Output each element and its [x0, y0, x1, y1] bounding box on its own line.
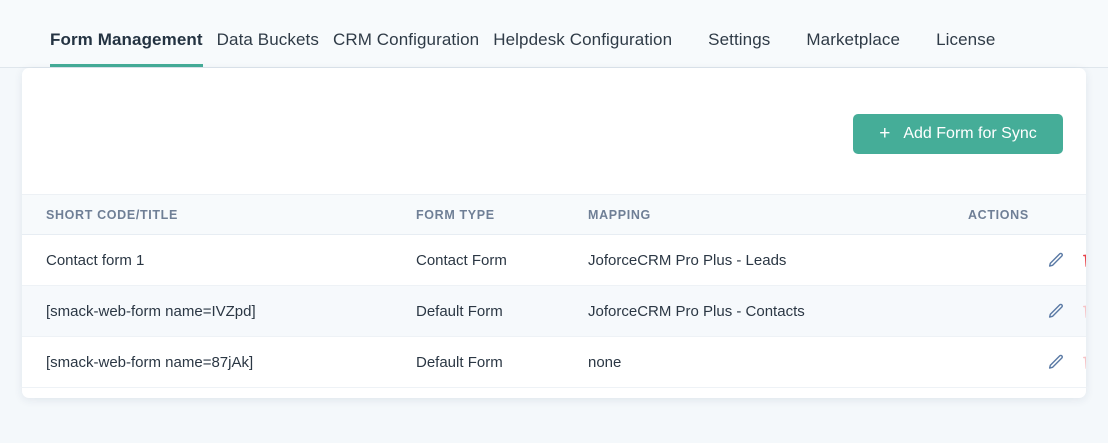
- forms-table: SHORT CODE/TITLE FORM TYPE MAPPING ACTIO…: [22, 194, 1086, 388]
- cell-actions: [968, 234, 1086, 286]
- tab-license[interactable]: License: [936, 30, 995, 67]
- tab-bar: Form Management Data Buckets CRM Configura…: [0, 0, 1108, 68]
- cell-form-type: Default Form: [416, 285, 588, 337]
- row-actions: [968, 352, 1086, 372]
- tab-label: CRM Configuration: [332, 30, 480, 49]
- column-header-mapping: MAPPING: [588, 194, 968, 235]
- tab-label: Form Management: [50, 30, 203, 49]
- table-row: [smack-web-form name=87jAk] Default Form n…: [22, 336, 1086, 388]
- cell-short-code: [smack-web-form name=87jAk]: [22, 336, 416, 388]
- tab-label: Settings: [708, 30, 771, 49]
- forms-table-header-row: SHORT CODE/TITLE FORM TYPE MAPPING ACTIO…: [22, 194, 1086, 235]
- cell-short-code: [smack-web-form name=IVZpd]: [22, 285, 416, 337]
- column-header-form-type: FORM TYPE: [416, 194, 588, 235]
- tab-label: License: [936, 30, 996, 49]
- row-actions: [968, 250, 1086, 270]
- tab-helpdesk-configuration[interactable]: Helpdesk Configuration: [493, 30, 672, 67]
- tab-label: Marketplace: [806, 30, 901, 49]
- tab-marketplace[interactable]: Marketplace: [806, 30, 900, 67]
- trash-icon[interactable]: [1081, 250, 1086, 270]
- cell-mapping: JoforceCRM Pro Plus - Contacts: [588, 285, 968, 337]
- tab-label: Helpdesk Configuration: [493, 30, 673, 49]
- form-management-card: + Add Form for Sync SHORT CODE/TITLE FOR…: [22, 68, 1086, 398]
- table-row: Contact form 1 Contact Form JoforceCRM Pro…: [22, 234, 1086, 286]
- row-actions: [968, 301, 1086, 321]
- cell-mapping: JoforceCRM Pro Plus - Leads: [588, 234, 968, 286]
- cell-short-code: Contact form 1: [22, 234, 416, 286]
- cell-mapping: none: [588, 336, 968, 388]
- tab-crm-configuration[interactable]: CRM Configuration: [333, 30, 479, 67]
- tab-data-buckets[interactable]: Data Buckets: [217, 30, 319, 67]
- card-toolbar: + Add Form for Sync: [22, 68, 1086, 194]
- cell-form-type: Default Form: [416, 336, 588, 388]
- plus-icon: +: [879, 122, 891, 144]
- cell-form-type: Contact Form: [416, 234, 588, 286]
- forms-table-head: SHORT CODE/TITLE FORM TYPE MAPPING ACTIO…: [22, 194, 1086, 235]
- cell-actions: [968, 285, 1086, 337]
- table-row: [smack-web-form name=IVZpd] Default Form J…: [22, 285, 1086, 337]
- cell-actions: [968, 336, 1086, 388]
- tab-list: Form Management Data Buckets CRM Configura…: [50, 0, 1031, 67]
- pencil-icon[interactable]: [1046, 302, 1065, 321]
- pencil-icon[interactable]: [1046, 251, 1065, 270]
- tab-label: Data Buckets: [216, 30, 319, 49]
- add-form-for-sync-label: Add Form for Sync: [903, 125, 1037, 142]
- column-header-short-code: SHORT CODE/TITLE: [22, 194, 416, 235]
- add-form-for-sync-button[interactable]: + Add Form for Sync: [853, 114, 1063, 154]
- forms-table-body: Contact form 1 Contact Form JoforceCRM Pro…: [22, 234, 1086, 388]
- trash-icon: [1081, 301, 1086, 321]
- column-header-actions: ACTIONS: [968, 194, 1086, 235]
- tab-settings[interactable]: Settings: [708, 30, 770, 67]
- trash-icon: [1081, 352, 1086, 372]
- pencil-icon[interactable]: [1046, 353, 1065, 372]
- tab-form-management[interactable]: Form Management: [50, 30, 203, 67]
